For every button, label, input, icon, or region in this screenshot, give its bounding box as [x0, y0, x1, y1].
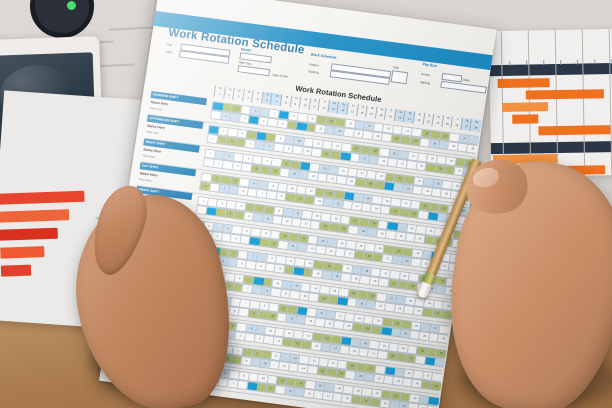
field-input-shift[interactable]	[390, 70, 409, 85]
shift-marker[interactable]	[292, 267, 305, 276]
employee-role: Role Here	[138, 177, 152, 183]
employee-role: Role Here	[142, 153, 156, 160]
chart-bar	[0, 264, 32, 277]
field-label-unit: Unit	[166, 42, 173, 48]
field-label-shift: Shift	[392, 65, 400, 71]
shift-marker[interactable]	[380, 327, 392, 336]
shift-marker[interactable]	[299, 162, 311, 171]
schedule-cell[interactable]: 28	[466, 144, 478, 154]
field-label-pay-starting: Starting	[419, 79, 431, 86]
chart-bar	[0, 209, 70, 223]
gantt-tick	[526, 60, 528, 66]
section-label-work-schedule: Work Schedule	[310, 52, 337, 60]
schedule-cell[interactable]	[467, 135, 480, 145]
shift-marker[interactable]	[427, 396, 440, 406]
shift-marker[interactable]	[295, 122, 308, 131]
shift-marker[interactable]	[255, 132, 267, 141]
chart-bar	[0, 227, 58, 241]
shift-marker[interactable]	[252, 276, 265, 286]
gantt-tick	[577, 59, 579, 65]
gantt-tick	[594, 59, 596, 65]
employee-name: Name Here	[150, 100, 169, 107]
employee-shift-tag-label: MORNING SHIFT	[152, 92, 179, 100]
shift-marker[interactable]	[339, 152, 351, 161]
gantt-tick	[543, 60, 545, 66]
gantt-bar	[512, 114, 539, 124]
field-input-pay-starting[interactable]	[440, 80, 487, 94]
employee-name: Name Here	[146, 123, 166, 131]
date-header-cell: 28	[469, 124, 481, 133]
schedule-cell[interactable]: 28	[434, 349, 447, 358]
gantt-tick	[560, 59, 562, 65]
chart-bar	[0, 246, 45, 259]
gantt-bar	[501, 102, 549, 112]
schedule-cell[interactable]	[431, 373, 443, 382]
field-label-days: Days	[462, 77, 470, 83]
gantt-gridline	[581, 29, 586, 176]
gantt-bar	[497, 78, 550, 89]
employee-name: Name Here	[143, 147, 162, 154]
field-label-days-under: Days Under	[272, 72, 289, 79]
shift-marker[interactable]	[426, 212, 439, 221]
schedule-cell[interactable]	[438, 325, 451, 334]
employee-name: Name Here	[139, 171, 158, 178]
shift-marker[interactable]	[383, 182, 395, 191]
shift-marker[interactable]	[246, 381, 258, 391]
thumbnail	[471, 165, 501, 190]
employee-shift-tag-label: DAY SHIFT	[141, 163, 159, 170]
shift-marker[interactable]	[340, 336, 352, 346]
chart-bar	[0, 190, 85, 205]
section-label-pay-run: Pay Run	[422, 62, 438, 69]
shift-marker[interactable]	[205, 207, 217, 216]
shift-marker[interactable]	[342, 191, 355, 201]
gantt-header-row	[489, 62, 612, 77]
gantt-bar	[525, 89, 604, 100]
employee-role: Role Here	[145, 129, 160, 136]
field-label-starting: Starting	[307, 69, 319, 75]
shift-marker[interactable]	[211, 102, 223, 111]
shift-marker[interactable]	[336, 297, 349, 306]
project-timeline-calendar	[488, 28, 612, 178]
green-indicator-light	[67, 1, 76, 10]
schedule-cell[interactable]: 28	[437, 334, 449, 343]
gantt-header-row	[490, 140, 612, 155]
field-label-pattern: Pattern	[309, 62, 320, 68]
shift-marker[interactable]	[296, 306, 308, 316]
shift-marker[interactable]	[424, 357, 436, 366]
field-label-period: Period	[420, 72, 431, 78]
employee-role: Role Here	[149, 105, 163, 112]
field-input-start-day[interactable]	[237, 65, 271, 77]
gantt-bar	[538, 125, 611, 136]
shift-marker[interactable]	[383, 366, 396, 376]
shift-marker[interactable]	[248, 237, 261, 246]
gantt-tick	[509, 60, 511, 66]
shift-marker[interactable]	[386, 221, 399, 231]
schedule-cell[interactable]: 28	[429, 381, 442, 391]
employee-shift-tag-label: NIGHT SHIFT	[145, 139, 166, 147]
field-label-dept: Dept	[165, 49, 173, 55]
